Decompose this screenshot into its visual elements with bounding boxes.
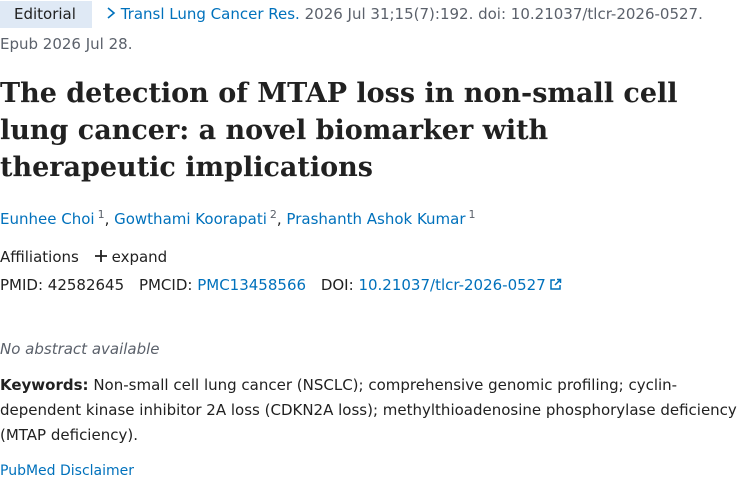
pmcid-link[interactable]: PMC13458566 (197, 276, 307, 294)
doi-label: DOI: (320, 276, 354, 294)
epub-date: Epub 2026 Jul 28. (0, 35, 133, 53)
separator: , (276, 210, 287, 228)
keywords-block: Keywords: Non-small cell lung cancer (NS… (0, 373, 745, 448)
author-link[interactable]: Prashanth Ashok Kumar (286, 210, 466, 228)
journal-link[interactable]: Transl Lung Cancer Res. (120, 5, 300, 23)
keywords-text: Non-small cell lung cancer (NSCLC); comp… (0, 376, 737, 444)
pmid-value: 42582645 (47, 276, 125, 294)
affiliations-label: Affiliations (0, 248, 79, 266)
article-title: The detection of MTAP loss in non-small … (0, 78, 678, 183)
external-link-icon (550, 278, 561, 290)
chevron-icon (107, 7, 115, 19)
publication-type-badge: Editorial (0, 1, 92, 28)
pmcid-label: PMCID: (138, 276, 193, 294)
expand-label: expand (111, 248, 168, 266)
citation-details: 2026 Jul 31;15(7):192. doi: 10.21037/tlc… (304, 5, 703, 23)
identifiers-row: PMID: 42582645 PMCID: PMC13458566 DOI: 1… (0, 276, 562, 294)
author-link[interactable]: Gowthami Koorapati (114, 210, 267, 228)
citation-line: Editorial Transl Lung Cancer Res. 2026 J… (0, 1, 703, 28)
abstract-note: No abstract available (0, 340, 160, 358)
doi-link[interactable]: 10.21037/tlcr-2026-0527 (358, 276, 561, 294)
affiliation-number: 1 (97, 208, 105, 221)
disclaimer-link[interactable]: PubMed Disclaimer (0, 463, 135, 479)
separator: , (104, 210, 115, 228)
doi-value: 10.21037/tlcr-2026-0527 (358, 276, 546, 294)
affiliation-number: 1 (468, 208, 476, 221)
plus-icon (94, 250, 107, 262)
affiliation-number: 2 (269, 208, 277, 221)
pmid-label: PMID: (0, 276, 44, 294)
author-link[interactable]: Eunhee Choi (0, 210, 95, 228)
keywords-label: Keywords: (0, 376, 89, 394)
authors-list: Eunhee Choi 1, Gowthami Koorapati 2, Prash… (0, 208, 476, 228)
affiliations-row: Affiliations expand (0, 248, 167, 266)
expand-button[interactable]: expand (94, 248, 168, 266)
